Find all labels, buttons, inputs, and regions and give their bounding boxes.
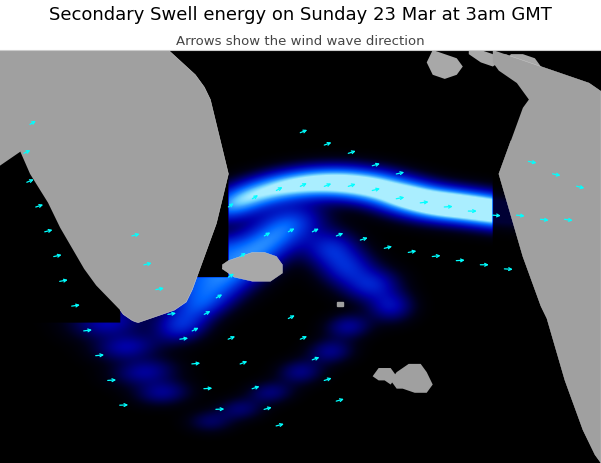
Polygon shape [222, 252, 282, 282]
Text: Arrows show the wind wave direction: Arrows show the wind wave direction [176, 35, 425, 48]
Polygon shape [0, 50, 72, 166]
Polygon shape [0, 50, 228, 323]
Polygon shape [373, 368, 397, 385]
Polygon shape [427, 50, 463, 79]
Polygon shape [505, 54, 541, 71]
Polygon shape [493, 50, 601, 463]
Polygon shape [337, 302, 343, 306]
Text: Secondary Swell energy on Sunday 23 Mar at 3am GMT: Secondary Swell energy on Sunday 23 Mar … [49, 6, 552, 24]
Polygon shape [469, 50, 499, 67]
Polygon shape [391, 364, 433, 393]
